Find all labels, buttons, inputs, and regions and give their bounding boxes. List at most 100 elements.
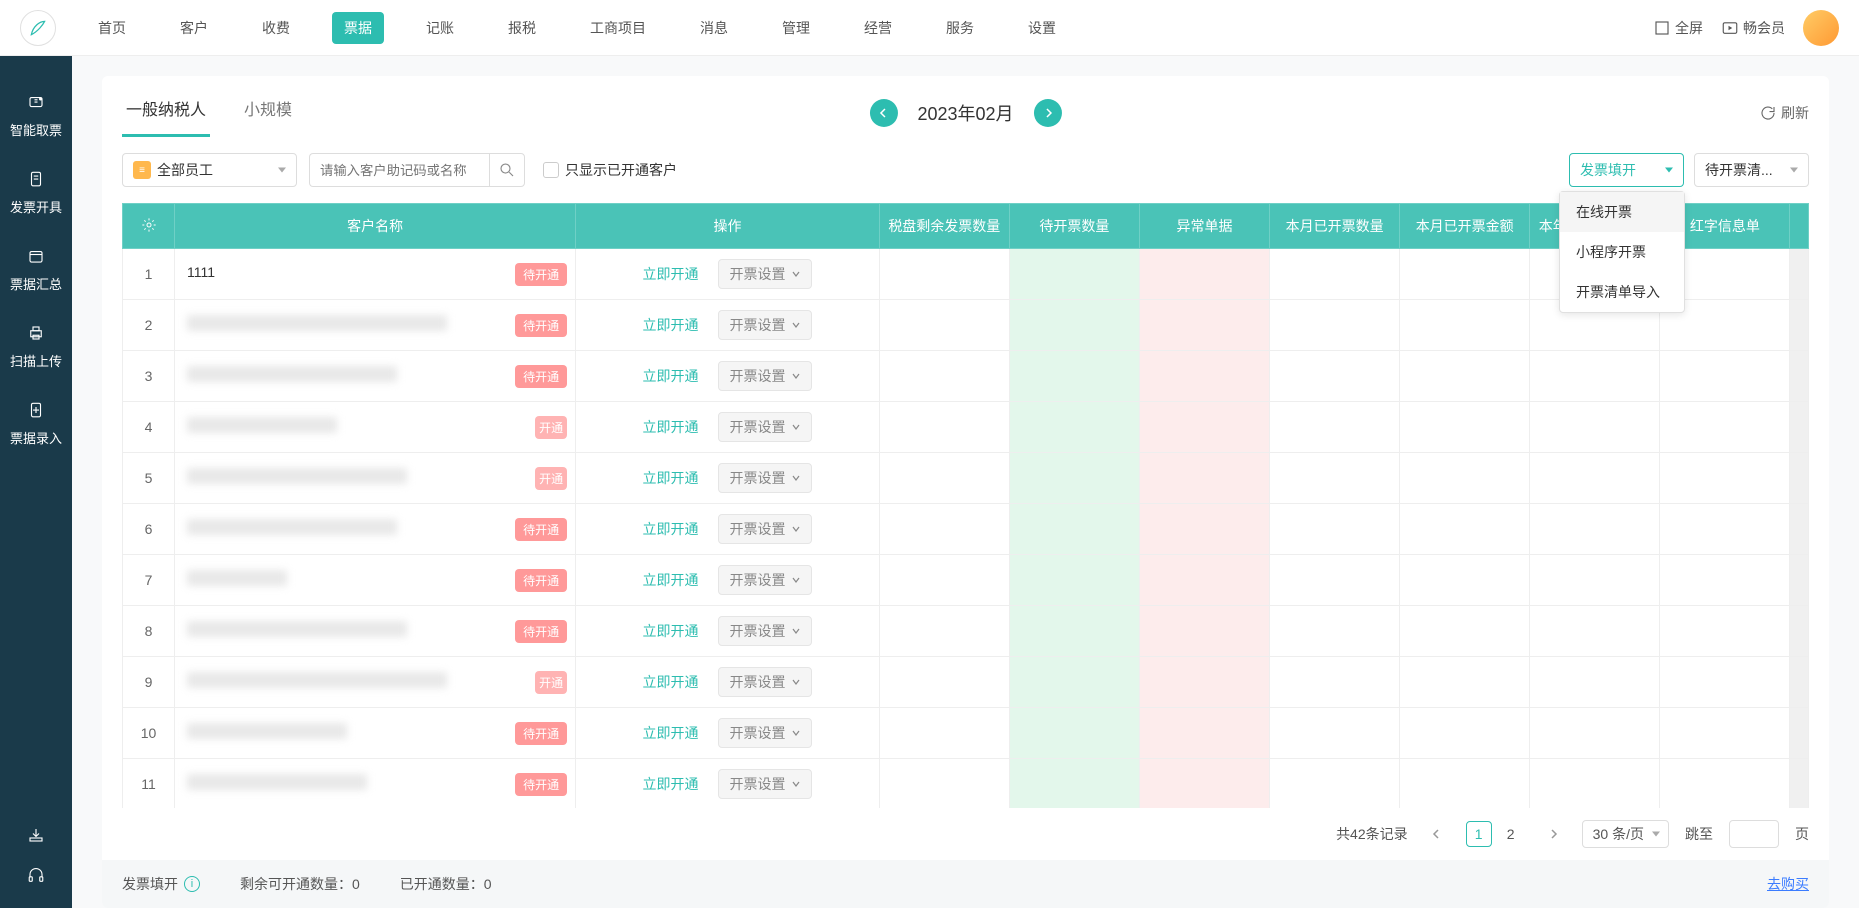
dropdown-item-1[interactable]: 小程序开票 xyxy=(1560,232,1684,272)
sidebar-item-4[interactable]: 票据录入 xyxy=(10,384,62,461)
scrollbar[interactable] xyxy=(1790,555,1809,606)
open-now-link[interactable]: 立即开通 xyxy=(642,419,698,435)
data-cell-7 xyxy=(1400,249,1530,300)
data-cell-7 xyxy=(1400,606,1530,657)
invoice-settings-button[interactable]: 开票设置 xyxy=(718,769,812,799)
sidebar-item-3[interactable]: 扫描上传 xyxy=(10,307,62,384)
invoice-settings-button[interactable]: 开票设置 xyxy=(718,667,812,697)
nav-item-7[interactable]: 消息 xyxy=(688,12,740,44)
employee-select[interactable]: ≡ 全部员工 xyxy=(122,153,297,187)
open-now-link[interactable]: 立即开通 xyxy=(642,776,698,792)
invoice-settings-button[interactable]: 开票设置 xyxy=(718,514,812,544)
invoice-settings-button[interactable]: 开票设置 xyxy=(718,718,812,748)
nav-item-8[interactable]: 管理 xyxy=(770,12,822,44)
page-next-button[interactable] xyxy=(1540,821,1566,847)
open-now-link[interactable]: 立即开通 xyxy=(642,521,698,537)
data-cell-8 xyxy=(1530,657,1660,708)
dropdown-item-0[interactable]: 在线开票 xyxy=(1560,192,1684,232)
scrollbar[interactable] xyxy=(1790,249,1809,300)
open-now-link[interactable]: 立即开通 xyxy=(642,266,698,282)
column-header-6: 本月已开票数量 xyxy=(1270,204,1400,249)
show-opened-checkbox[interactable]: 只显示已开通客户 xyxy=(543,160,677,180)
invoice-icon xyxy=(24,167,48,191)
fullscreen-button[interactable]: 全屏 xyxy=(1653,18,1703,38)
scrollbar[interactable] xyxy=(1790,351,1809,402)
data-cell-8 xyxy=(1530,555,1660,606)
row-index: 3 xyxy=(123,351,175,402)
avatar[interactable] xyxy=(1803,10,1839,46)
nav-item-9[interactable]: 经营 xyxy=(852,12,904,44)
scrollbar[interactable] xyxy=(1790,657,1809,708)
invoice-settings-button[interactable]: 开票设置 xyxy=(718,361,812,391)
customer-name xyxy=(187,570,287,586)
sidebar-item-2[interactable]: 票据汇总 xyxy=(10,230,62,307)
download-icon[interactable] xyxy=(27,826,45,847)
nav-item-5[interactable]: 报税 xyxy=(496,12,548,44)
operation-cell: 立即开通 开票设置 xyxy=(576,402,880,453)
buy-link[interactable]: 去购买 xyxy=(1767,874,1809,894)
nav-item-11[interactable]: 设置 xyxy=(1016,12,1068,44)
per-page-select[interactable]: 30 条/页 xyxy=(1582,820,1669,848)
scrollbar[interactable] xyxy=(1790,606,1809,657)
refresh-button[interactable]: 刷新 xyxy=(1759,103,1809,123)
scrollbar[interactable] xyxy=(1790,759,1809,809)
open-now-link[interactable]: 立即开通 xyxy=(642,623,698,639)
open-now-link[interactable]: 立即开通 xyxy=(642,317,698,333)
data-cell-5 xyxy=(1139,453,1269,504)
sidebar-item-0[interactable]: 智能取票 xyxy=(10,76,62,153)
gear-icon[interactable] xyxy=(141,217,157,233)
nav-item-4[interactable]: 记账 xyxy=(414,12,466,44)
dropdown-item-2[interactable]: 开票清单导入 xyxy=(1560,272,1684,312)
nav-item-0[interactable]: 首页 xyxy=(86,12,138,44)
chevron-down-icon xyxy=(791,626,801,636)
invoice-settings-button[interactable]: 开票设置 xyxy=(718,565,812,595)
headset-icon[interactable] xyxy=(27,867,45,888)
nav-item-2[interactable]: 收费 xyxy=(250,12,302,44)
page-number-2[interactable]: 2 xyxy=(1498,821,1524,847)
nav-item-6[interactable]: 工商项目 xyxy=(578,12,658,44)
invoice-settings-button[interactable]: 开票设置 xyxy=(718,310,812,340)
scrollbar[interactable] xyxy=(1790,708,1809,759)
operation-cell: 立即开通 开票设置 xyxy=(576,657,880,708)
data-cell-3 xyxy=(879,657,1009,708)
scrollbar[interactable] xyxy=(1790,402,1809,453)
chevron-down-icon xyxy=(791,422,801,432)
invoice-settings-button[interactable]: 开票设置 xyxy=(718,616,812,646)
scrollbar[interactable] xyxy=(1790,453,1809,504)
sidebar-item-label: 扫描上传 xyxy=(10,351,62,370)
data-cell-4 xyxy=(1009,708,1139,759)
nav-item-10[interactable]: 服务 xyxy=(934,12,986,44)
page-prev-button[interactable] xyxy=(1424,821,1450,847)
invoice-settings-button[interactable]: 开票设置 xyxy=(718,412,812,442)
data-cell-5 xyxy=(1139,504,1269,555)
member-button[interactable]: 畅会员 xyxy=(1721,18,1785,38)
date-next-button[interactable] xyxy=(1034,99,1062,127)
tab-1[interactable]: 小规模 xyxy=(240,88,296,137)
tab-0[interactable]: 一般纳税人 xyxy=(122,88,210,137)
invoice-settings-button[interactable]: 开票设置 xyxy=(718,463,812,493)
chevron-left-icon xyxy=(878,108,888,118)
date-prev-button[interactable] xyxy=(869,99,897,127)
nav-item-1[interactable]: 客户 xyxy=(168,12,220,44)
invoice-fill-select[interactable]: 发票填开 xyxy=(1569,153,1684,187)
play-icon xyxy=(1721,19,1739,37)
open-now-link[interactable]: 立即开通 xyxy=(642,725,698,741)
scrollbar[interactable] xyxy=(1790,504,1809,555)
page-jump-input[interactable] xyxy=(1729,820,1779,848)
open-now-link[interactable]: 立即开通 xyxy=(642,470,698,486)
scrollbar[interactable] xyxy=(1790,300,1809,351)
column-header-2: 操作 xyxy=(576,204,880,249)
invoice-settings-button[interactable]: 开票设置 xyxy=(718,259,812,289)
data-cell-5 xyxy=(1139,708,1269,759)
open-now-link[interactable]: 立即开通 xyxy=(642,572,698,588)
sidebar-item-1[interactable]: 发票开具 xyxy=(10,153,62,230)
search-button[interactable] xyxy=(489,153,525,187)
open-now-link[interactable]: 立即开通 xyxy=(642,368,698,384)
pending-list-select[interactable]: 待开票清... xyxy=(1694,153,1809,187)
nav-item-3[interactable]: 票据 xyxy=(332,12,384,44)
nav-right: 全屏 畅会员 xyxy=(1653,10,1839,46)
open-now-link[interactable]: 立即开通 xyxy=(642,674,698,690)
search-input[interactable] xyxy=(309,153,489,187)
page-number-1[interactable]: 1 xyxy=(1466,821,1492,847)
info-icon[interactable]: i xyxy=(184,876,200,892)
